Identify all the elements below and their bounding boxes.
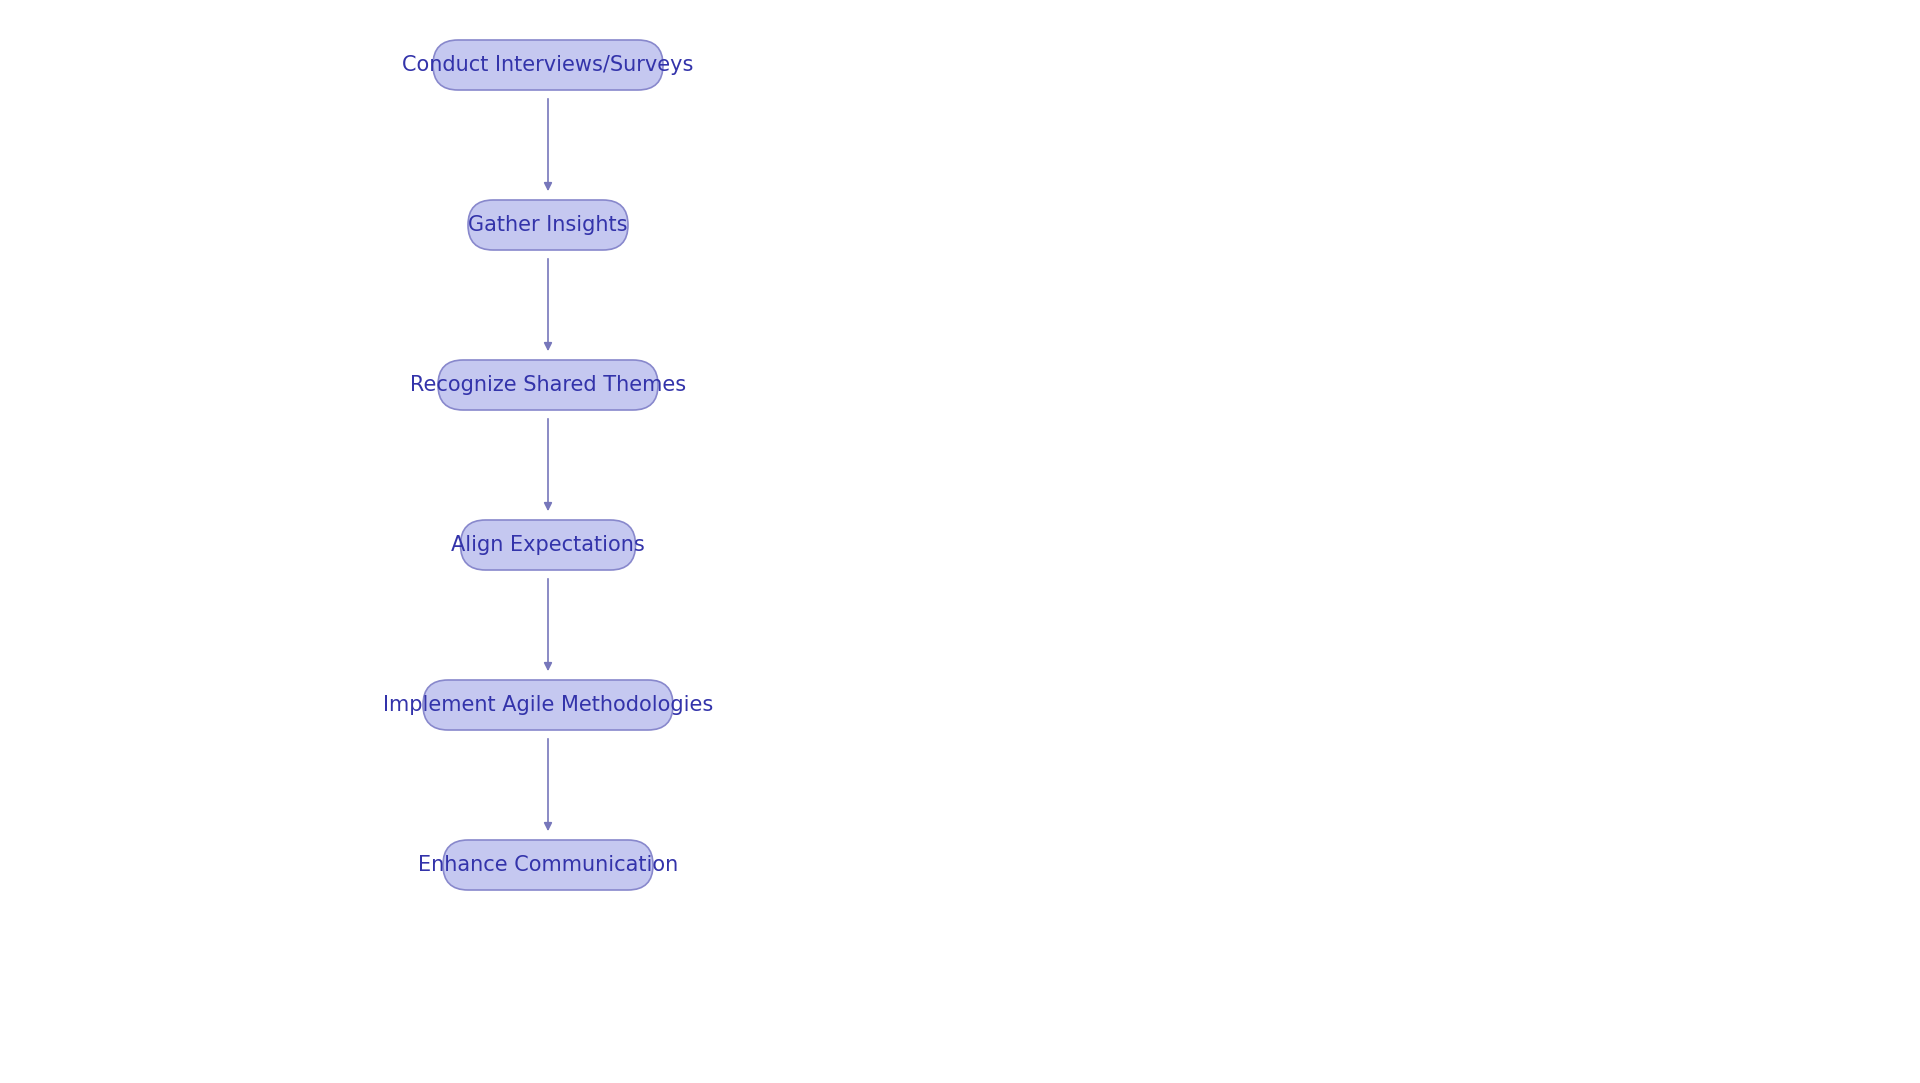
Text: Conduct Interviews/Surveys: Conduct Interviews/Surveys xyxy=(403,55,693,75)
Text: Enhance Communication: Enhance Communication xyxy=(419,854,678,875)
FancyBboxPatch shape xyxy=(444,840,653,890)
FancyBboxPatch shape xyxy=(468,200,628,250)
FancyBboxPatch shape xyxy=(434,40,662,90)
FancyBboxPatch shape xyxy=(461,520,636,570)
FancyBboxPatch shape xyxy=(422,680,674,730)
Text: Gather Insights: Gather Insights xyxy=(468,216,628,235)
Text: Recognize Shared Themes: Recognize Shared Themes xyxy=(411,375,685,395)
Text: Align Expectations: Align Expectations xyxy=(451,535,645,554)
FancyBboxPatch shape xyxy=(438,360,659,410)
Text: Implement Agile Methodologies: Implement Agile Methodologies xyxy=(382,695,712,715)
